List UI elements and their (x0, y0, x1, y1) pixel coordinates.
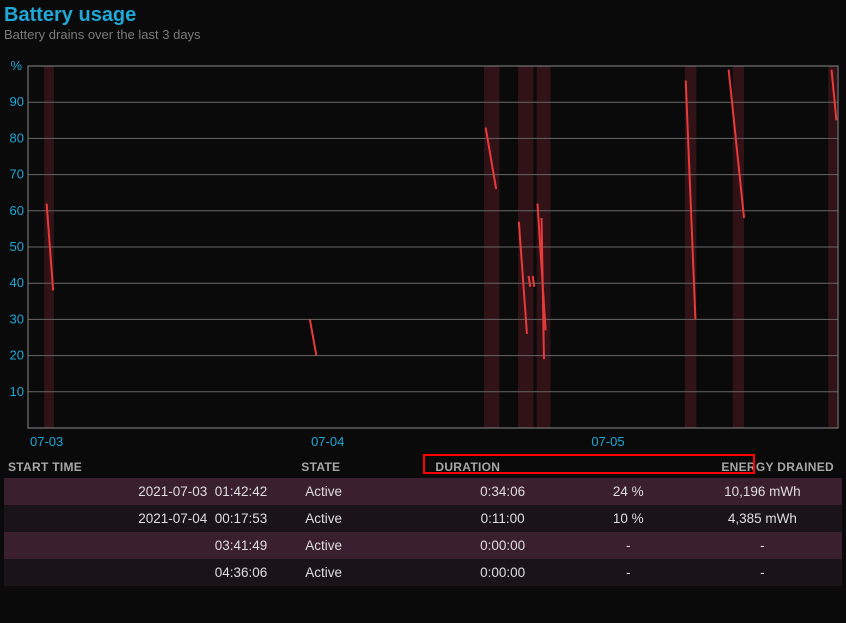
page-title: Battery usage (4, 4, 842, 27)
svg-text:40: 40 (10, 275, 24, 290)
cell-state: Active (297, 559, 431, 586)
cell-start-time: 03:41:49 (4, 532, 297, 559)
cell-start-time: 04:36:06 (4, 559, 297, 586)
table-body: 2021-07-03 01:42:42Active0:34:0624 %10,1… (4, 478, 842, 586)
col-start-time: START TIME (4, 454, 297, 478)
table-row[interactable]: 2021-07-03 01:42:42Active0:34:0624 %10,1… (4, 478, 842, 505)
col-energy-drained: ENERGY DRAINED (683, 454, 842, 478)
header: Battery usage Battery drains over the la… (0, 0, 846, 44)
cell-state: Active (297, 478, 431, 505)
cell-energy: 10,196 mWh (683, 478, 842, 505)
svg-text:60: 60 (10, 203, 24, 218)
cell-energy: - (683, 532, 842, 559)
cell-energy: - (683, 559, 842, 586)
svg-text:20: 20 (10, 348, 24, 363)
cell-duration: 0:11:00 (431, 505, 573, 532)
svg-text:07-03: 07-03 (30, 434, 63, 449)
cell-percent: 24 % (574, 478, 683, 505)
svg-text:30: 30 (10, 311, 24, 326)
col-pct (574, 454, 683, 478)
table-row[interactable]: 2021-07-04 00:17:53Active0:11:0010 %4,38… (4, 505, 842, 532)
svg-text:07-05: 07-05 (591, 434, 624, 449)
cell-percent: - (574, 559, 683, 586)
cell-start-time: 2021-07-04 00:17:53 (4, 505, 297, 532)
col-duration: DURATION (431, 454, 573, 478)
table-row[interactable]: 03:41:49Active0:00:00-- (4, 532, 842, 559)
cell-percent: 10 % (574, 505, 683, 532)
col-state: STATE (297, 454, 431, 478)
cell-percent: - (574, 532, 683, 559)
cell-state: Active (297, 505, 431, 532)
svg-text:90: 90 (10, 94, 24, 109)
drain-table: START TIMESTATEDURATION ENERGY DRAINED 20… (4, 454, 842, 586)
svg-text:%: % (10, 58, 22, 73)
svg-text:70: 70 (10, 167, 24, 182)
svg-text:10: 10 (10, 384, 24, 399)
svg-text:07-04: 07-04 (311, 434, 344, 449)
cell-duration: 0:00:00 (431, 559, 573, 586)
table-header-row: START TIMESTATEDURATION ENERGY DRAINED (4, 454, 842, 478)
cell-start-time: 2021-07-03 01:42:42 (4, 478, 297, 505)
drain-table-wrap: START TIMESTATEDURATION ENERGY DRAINED 20… (0, 454, 846, 586)
table-row[interactable]: 04:36:06Active0:00:00-- (4, 559, 842, 586)
svg-text:50: 50 (10, 239, 24, 254)
cell-duration: 0:00:00 (431, 532, 573, 559)
battery-chart-svg: 10 20 30 40 50 60 70 80 90% 07-03 07-04 07-05 (4, 56, 842, 454)
battery-chart: 10 20 30 40 50 60 70 80 90% 07-03 07-04 07-05 (4, 56, 842, 454)
page-subtitle: Battery drains over the last 3 days (4, 27, 842, 42)
cell-duration: 0:34:06 (431, 478, 573, 505)
cell-state: Active (297, 532, 431, 559)
svg-text:80: 80 (10, 130, 24, 145)
cell-energy: 4,385 mWh (683, 505, 842, 532)
